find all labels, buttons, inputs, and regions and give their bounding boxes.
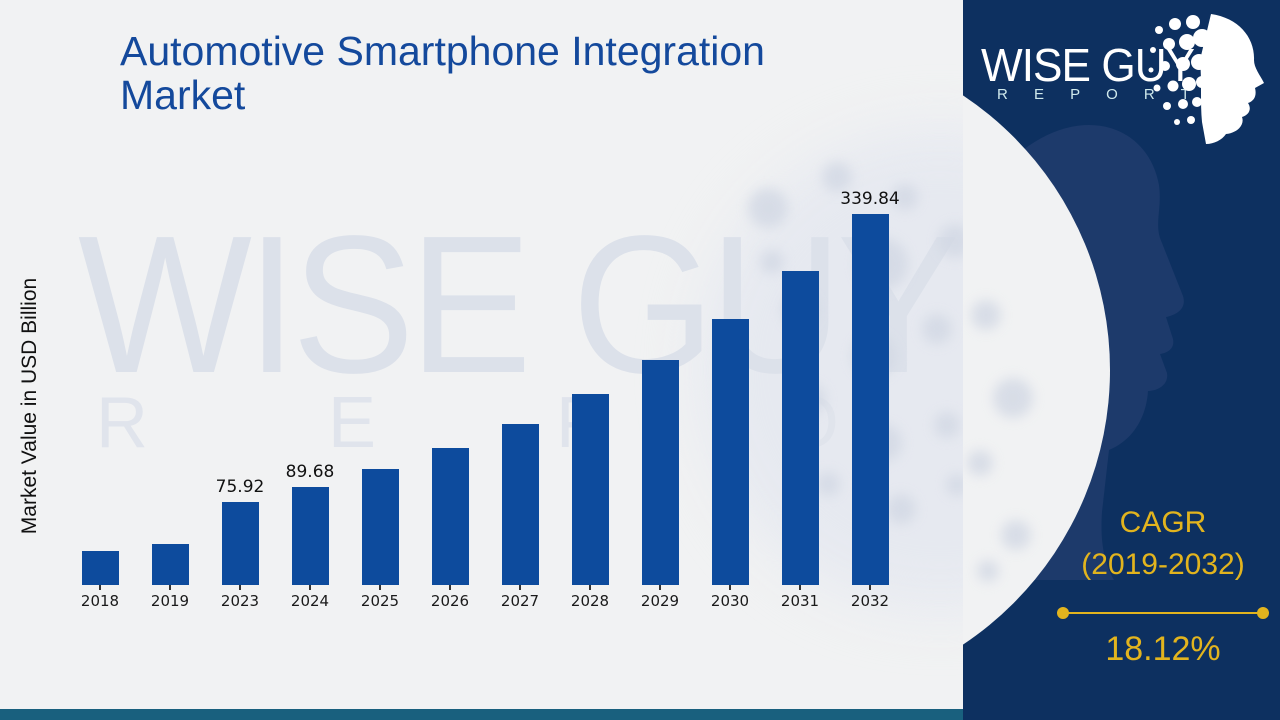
x-tick-label: 2031 [780,592,820,610]
decorative-dot [886,494,916,524]
cagr-divider [1057,607,1269,619]
x-tick-label: 2024 [290,592,330,610]
bar-2025 [361,469,399,585]
decorative-dot [822,162,852,192]
decorative-dot [934,412,960,438]
x-tick [799,585,801,590]
decorative-dot [760,250,784,274]
x-tick [729,585,731,590]
x-tick [309,585,311,590]
bar-2032 [851,214,889,585]
cagr-range: (2019-2032) [1081,548,1245,581]
decorative-dot [922,314,952,344]
brand-panel: WISE GUY R E P O R T S CAGR (2019-2032) … [963,0,1280,720]
bar-2018 [81,551,119,585]
decorative-dot [993,378,1033,418]
x-tick-label: 2026 [430,592,470,610]
bar-2030 [711,319,749,585]
x-tick-label: 2019 [150,592,190,610]
x-tick-label: 2029 [640,592,680,610]
x-tick [239,585,241,590]
x-tick [449,585,451,590]
x-tick-label: 2028 [570,592,610,610]
x-tick [99,585,101,590]
bar-2027 [501,424,539,585]
x-tick [589,585,591,590]
x-tick-label: 2025 [360,592,400,610]
bar-2024 [291,487,329,585]
bar-2026 [431,448,469,585]
x-tick [169,585,171,590]
bar-2023 [221,502,259,585]
logo-subtext: R E P O R T S [997,86,1237,103]
bar-2028 [571,394,609,585]
decorative-dot [1001,520,1031,550]
cagr-heading: CAGR [1119,506,1207,539]
decorative-dot [816,472,840,496]
decorative-dot [977,560,999,582]
x-tick [869,585,871,590]
x-tick-label: 2023 [220,592,260,610]
logo-wordmark: WISE GUY [981,39,1195,91]
decorative-dot [946,474,968,496]
footer-bar [0,709,1280,720]
decorative-dot [748,188,788,228]
x-tick-label: 2018 [80,592,120,610]
x-tick-label: 2030 [710,592,750,610]
x-tick-label: 2027 [500,592,540,610]
x-tick-label: 2032 [850,592,890,610]
bar-2019 [151,544,189,585]
bar-value-label: 339.84 [840,189,900,209]
bar-2029 [641,360,679,585]
bar-value-label: 89.68 [285,462,335,482]
x-tick [519,585,521,590]
cagr-value: 18.12% [1105,630,1221,668]
decorative-dot [971,300,1001,330]
x-tick [659,585,661,590]
logo-face-icon [1148,14,1264,144]
page-title: Automotive Smartphone Integration Market [120,28,765,118]
decorative-dot [892,184,918,210]
bar-2031 [781,271,819,585]
x-tick [379,585,381,590]
decorative-dot [967,450,993,476]
bar-value-label: 75.92 [215,477,265,497]
cagr-block: CAGR (2019-2032) 18.12% [1057,506,1269,669]
